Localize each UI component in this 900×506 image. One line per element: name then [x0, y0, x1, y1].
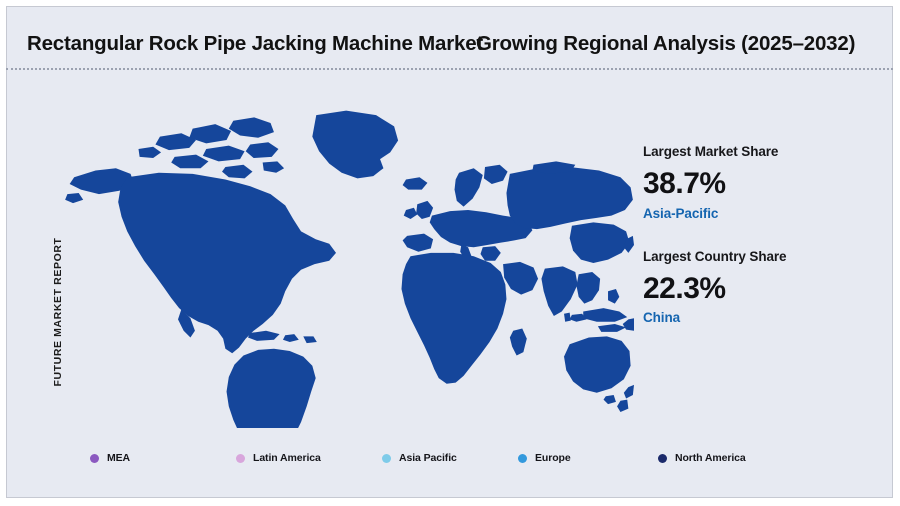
brand-vertical-label: FUTURE MARKET REPORT	[52, 237, 64, 387]
stat-value: 22.3%	[643, 271, 726, 305]
map-landmasses	[65, 110, 634, 428]
legend-dot-icon	[90, 453, 99, 463]
header: Rectangular Rock Pipe Jacking Machine Ma…	[6, 6, 893, 70]
legend-item-asia-pacific: Asia Pacific	[382, 452, 457, 464]
map-legend: MEA Latin America Asia Pacific Europe No…	[90, 452, 790, 472]
legend-label: Europe	[535, 452, 571, 464]
stat-value: 38.7%	[643, 167, 726, 200]
world-map-svg	[65, 110, 634, 428]
stat-largest-market-share: Largest Market Share 38.7% Asia-Pacific	[643, 144, 893, 221]
stat-largest-country-share: Largest Country Share 22.3% China	[643, 249, 893, 326]
legend-dot-icon	[382, 453, 391, 463]
stats-panel: Largest Market Share 38.7% Asia-Pacific …	[643, 144, 893, 353]
legend-label: MEA	[107, 452, 131, 464]
page-subtitle: Growing Regional Analysis (2025–2032)	[476, 32, 856, 55]
stat-label: Largest Market Share	[643, 144, 779, 159]
legend-label: North America	[675, 452, 746, 464]
world-map	[64, 98, 634, 428]
legend-dot-icon	[658, 453, 667, 463]
legend-label: Asia Pacific	[399, 452, 457, 464]
legend-item-mea: MEA	[90, 452, 130, 464]
legend-dot-icon	[236, 453, 245, 463]
stat-region: Asia-Pacific	[643, 205, 719, 221]
legend-dot-icon	[518, 453, 527, 463]
page-title: Rectangular Rock Pipe Jacking Machine Ma…	[27, 32, 484, 55]
legend-item-north-america: North America	[658, 452, 746, 464]
stat-region: China	[643, 310, 681, 325]
legend-item-latin-america: Latin America	[236, 452, 321, 464]
stat-label: Largest Country Share	[643, 248, 787, 264]
legend-item-europe: Europe	[518, 452, 571, 464]
legend-label: Latin America	[253, 452, 321, 464]
